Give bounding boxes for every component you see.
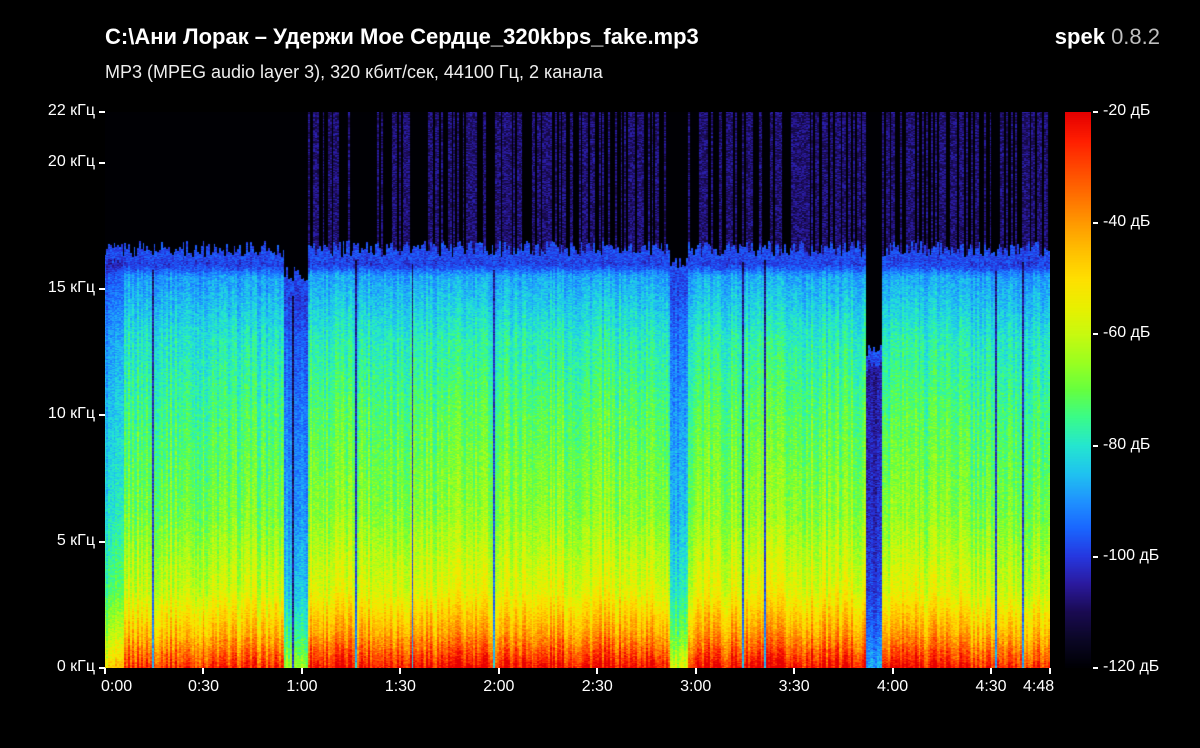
x-tick-label: 3:00: [680, 678, 711, 696]
file-info-subtitle: MP3 (MPEG audio layer 3), 320 кбит/сек, …: [105, 62, 603, 83]
x-tick: [301, 668, 303, 674]
app-version: 0.8.2: [1111, 24, 1160, 49]
x-tick: [990, 668, 992, 674]
legend-tick-label: -40 дБ: [1103, 213, 1150, 231]
y-tick-label: 15 кГц: [48, 279, 95, 297]
legend-colorbar: [1065, 112, 1091, 668]
legend-tick-label: -80 дБ: [1103, 436, 1150, 454]
x-tick-label: 0:00: [101, 678, 132, 696]
x-tick: [104, 668, 106, 674]
legend-tick-label: -100 дБ: [1103, 547, 1159, 565]
x-tick: [399, 668, 401, 674]
x-tick-label: 4:00: [877, 678, 908, 696]
app-brand: spek 0.8.2: [1055, 24, 1160, 50]
x-tick: [1049, 668, 1051, 674]
legend-tick: [1093, 222, 1098, 224]
y-tick-label: 0 кГц: [57, 658, 95, 676]
file-path-title: C:\Ани Лорак – Удержи Мое Сердце_320kbps…: [105, 24, 699, 50]
app-name: spek: [1055, 24, 1105, 49]
x-tick: [202, 668, 204, 674]
x-tick: [596, 668, 598, 674]
legend-tick-label: -60 дБ: [1103, 324, 1150, 342]
legend-tick-label: -120 дБ: [1103, 658, 1159, 676]
x-tick-label: 0:30: [188, 678, 219, 696]
y-tick-label: 5 кГц: [57, 532, 95, 550]
x-tick: [695, 668, 697, 674]
y-tick: [99, 414, 105, 416]
x-tick: [793, 668, 795, 674]
y-tick: [99, 162, 105, 164]
spectrogram-plot: [105, 112, 1050, 668]
legend-tick: [1093, 445, 1098, 447]
y-tick-label: 20 кГц: [48, 153, 95, 171]
x-tick: [892, 668, 894, 674]
legend-tick: [1093, 333, 1098, 335]
legend-tick: [1093, 111, 1098, 113]
y-tick: [99, 541, 105, 543]
y-tick-label: 10 кГц: [48, 405, 95, 423]
x-tick-label: 1:30: [385, 678, 416, 696]
legend-tick: [1093, 556, 1098, 558]
legend-tick: [1093, 667, 1098, 669]
y-tick-label: 22 кГц: [48, 102, 95, 120]
x-tick-label: 3:30: [779, 678, 810, 696]
x-tick-label: 4:48: [1023, 678, 1054, 696]
x-tick-label: 2:00: [483, 678, 514, 696]
x-tick-label: 4:30: [975, 678, 1006, 696]
x-tick-label: 2:30: [582, 678, 613, 696]
x-tick: [498, 668, 500, 674]
y-tick: [99, 111, 105, 113]
legend-tick-label: -20 дБ: [1103, 102, 1150, 120]
x-tick-label: 1:00: [286, 678, 317, 696]
y-tick: [99, 288, 105, 290]
